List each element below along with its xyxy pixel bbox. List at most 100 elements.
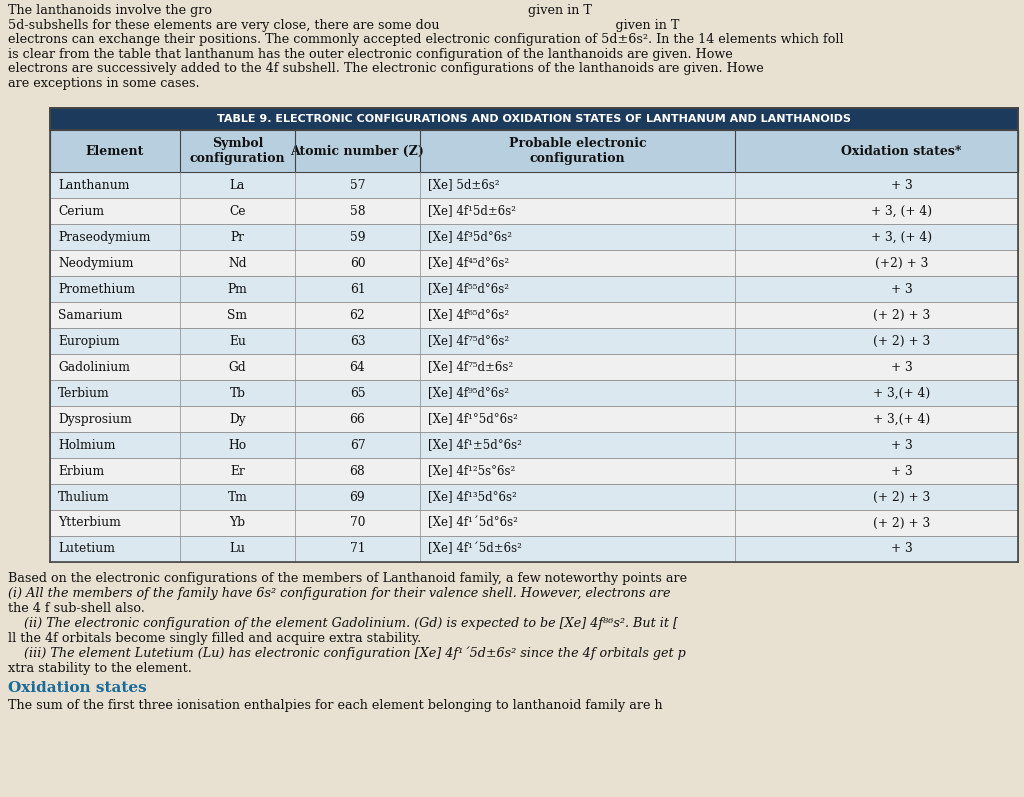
- Text: Cerium: Cerium: [58, 205, 104, 218]
- Text: ll the 4f orbitals become singly filled and acquire extra stability.: ll the 4f orbitals become singly filled …: [8, 632, 421, 645]
- Text: [Xe] 4f¹°5d°6s²: [Xe] 4f¹°5d°6s²: [428, 413, 518, 426]
- Text: Holmium: Holmium: [58, 438, 116, 451]
- Text: [Xe] 4f⁴⁵d°6s²: [Xe] 4f⁴⁵d°6s²: [428, 257, 509, 269]
- Text: Probable electronic
configuration: Probable electronic configuration: [509, 137, 646, 165]
- Text: Lu: Lu: [229, 543, 246, 556]
- Bar: [50, 198, 1018, 224]
- Text: [Xe] 5d±6s²: [Xe] 5d±6s²: [428, 179, 500, 191]
- Text: (+ 2) + 3: (+ 2) + 3: [872, 335, 930, 347]
- Text: + 3: + 3: [891, 360, 912, 374]
- Text: [Xe] 4f¹´5d°6s²: [Xe] 4f¹´5d°6s²: [428, 516, 518, 529]
- Text: Samarium: Samarium: [58, 308, 123, 321]
- Text: Symbol
configuration: Symbol configuration: [189, 137, 286, 165]
- Bar: [50, 354, 1018, 380]
- Text: are exceptions in some cases.: are exceptions in some cases.: [8, 77, 200, 89]
- Text: Dy: Dy: [229, 413, 246, 426]
- Text: + 3, (+ 4): + 3, (+ 4): [871, 205, 932, 218]
- Bar: [50, 432, 1018, 458]
- Text: Eu: Eu: [229, 335, 246, 347]
- Bar: [50, 510, 1018, 536]
- Text: Pr: Pr: [230, 230, 245, 244]
- Text: (+ 2) + 3: (+ 2) + 3: [872, 490, 930, 504]
- Text: + 3, (+ 4): + 3, (+ 4): [871, 230, 932, 244]
- Bar: [50, 224, 1018, 250]
- Text: is clear from the table that lanthanum has the outer electronic configuration of: is clear from the table that lanthanum h…: [8, 48, 733, 61]
- Text: Gadolinium: Gadolinium: [58, 360, 130, 374]
- Text: [Xe] 4f¹²5s°6s²: [Xe] 4f¹²5s°6s²: [428, 465, 515, 477]
- Text: [Xe] 4f⁶⁵d°6s²: [Xe] 4f⁶⁵d°6s²: [428, 308, 509, 321]
- Text: [Xe] 4f⁷⁵d°6s²: [Xe] 4f⁷⁵d°6s²: [428, 335, 509, 347]
- Text: Er: Er: [230, 465, 245, 477]
- Bar: [50, 406, 1018, 432]
- Text: + 3: + 3: [891, 282, 912, 296]
- Bar: [50, 536, 1018, 562]
- Bar: [50, 302, 1018, 328]
- Bar: [50, 172, 1018, 198]
- Text: [Xe] 4f⁵⁵d°6s²: [Xe] 4f⁵⁵d°6s²: [428, 282, 509, 296]
- Text: 71: 71: [350, 543, 366, 556]
- Text: [Xe] 4f³5d°6s²: [Xe] 4f³5d°6s²: [428, 230, 512, 244]
- Text: TABLE 9. ELECTRONIC CONFIGURATIONS AND OXIDATION STATES OF LANTHANUM AND LANTHAN: TABLE 9. ELECTRONIC CONFIGURATIONS AND O…: [217, 114, 851, 124]
- Text: Sm: Sm: [227, 308, 248, 321]
- Text: 70: 70: [350, 516, 366, 529]
- Text: [Xe] 4f¹±5d°6s²: [Xe] 4f¹±5d°6s²: [428, 438, 522, 451]
- Text: 64: 64: [349, 360, 366, 374]
- Text: The lanthanoids involve the gro                                                 : The lanthanoids involve the gro: [8, 4, 592, 17]
- Text: Tb: Tb: [229, 387, 246, 399]
- Text: + 3: + 3: [891, 438, 912, 451]
- Text: + 3: + 3: [891, 465, 912, 477]
- Text: Gd: Gd: [228, 360, 247, 374]
- Text: Nd: Nd: [228, 257, 247, 269]
- Text: 67: 67: [349, 438, 366, 451]
- Text: The sum of the first three ionisation enthalpies for each element belonging to l: The sum of the first three ionisation en…: [8, 699, 663, 712]
- Text: electrons are successively added to the 4f subshell. The electronic configuratio: electrons are successively added to the …: [8, 62, 764, 75]
- Text: xtra stability to the element.: xtra stability to the element.: [8, 662, 191, 675]
- Text: Tm: Tm: [227, 490, 248, 504]
- Text: Praseodymium: Praseodymium: [58, 230, 151, 244]
- Bar: [50, 328, 1018, 354]
- Text: [Xe] 4f⁷⁵d±6s²: [Xe] 4f⁷⁵d±6s²: [428, 360, 513, 374]
- Text: Ce: Ce: [229, 205, 246, 218]
- Text: 62: 62: [349, 308, 366, 321]
- Bar: [50, 484, 1018, 510]
- Bar: [50, 250, 1018, 276]
- Text: [Xe] 4f¹5d±6s²: [Xe] 4f¹5d±6s²: [428, 205, 516, 218]
- Text: Erbium: Erbium: [58, 465, 104, 477]
- Text: 60: 60: [349, 257, 366, 269]
- Text: 59: 59: [349, 230, 366, 244]
- Text: Lutetium: Lutetium: [58, 543, 115, 556]
- Text: + 3,(+ 4): + 3,(+ 4): [872, 413, 930, 426]
- Text: electrons can exchange their positions. The commonly accepted electronic configu: electrons can exchange their positions. …: [8, 33, 844, 46]
- Bar: [50, 108, 1018, 130]
- Text: Oxidation states: Oxidation states: [8, 681, 146, 695]
- Text: Ho: Ho: [228, 438, 247, 451]
- Text: 65: 65: [349, 387, 366, 399]
- Text: + 3,(+ 4): + 3,(+ 4): [872, 387, 930, 399]
- Text: Yb: Yb: [229, 516, 246, 529]
- Text: Based on the electronic configurations of the members of Lanthanoid family, a fe: Based on the electronic configurations o…: [8, 572, 687, 585]
- Text: + 3: + 3: [891, 179, 912, 191]
- Text: + 3: + 3: [891, 543, 912, 556]
- Text: Oxidation states*: Oxidation states*: [842, 144, 962, 158]
- Bar: [50, 380, 1018, 406]
- Text: La: La: [229, 179, 245, 191]
- Text: 69: 69: [349, 490, 366, 504]
- Text: Lanthanum: Lanthanum: [58, 179, 129, 191]
- Text: Terbium: Terbium: [58, 387, 110, 399]
- Text: 68: 68: [349, 465, 366, 477]
- Text: [Xe] 4f⁹⁵d°6s²: [Xe] 4f⁹⁵d°6s²: [428, 387, 509, 399]
- Text: 66: 66: [349, 413, 366, 426]
- Text: (i) All the members of the family have 6s² configuration for their valence shell: (i) All the members of the family have 6…: [8, 587, 671, 600]
- Bar: [50, 458, 1018, 484]
- Text: Promethium: Promethium: [58, 282, 135, 296]
- Text: Europium: Europium: [58, 335, 120, 347]
- Text: [Xe] 4f¹³5d°6s²: [Xe] 4f¹³5d°6s²: [428, 490, 517, 504]
- Text: Atomic number (Z): Atomic number (Z): [291, 144, 424, 158]
- Text: 61: 61: [349, 282, 366, 296]
- Text: Ytterbium: Ytterbium: [58, 516, 121, 529]
- Text: Thulium: Thulium: [58, 490, 110, 504]
- Text: 5d-subshells for these elements are very close, there are some dou              : 5d-subshells for these elements are very…: [8, 18, 679, 32]
- Text: 57: 57: [350, 179, 366, 191]
- Text: Element: Element: [86, 144, 144, 158]
- Text: the 4 f sub-shell also.: the 4 f sub-shell also.: [8, 602, 144, 615]
